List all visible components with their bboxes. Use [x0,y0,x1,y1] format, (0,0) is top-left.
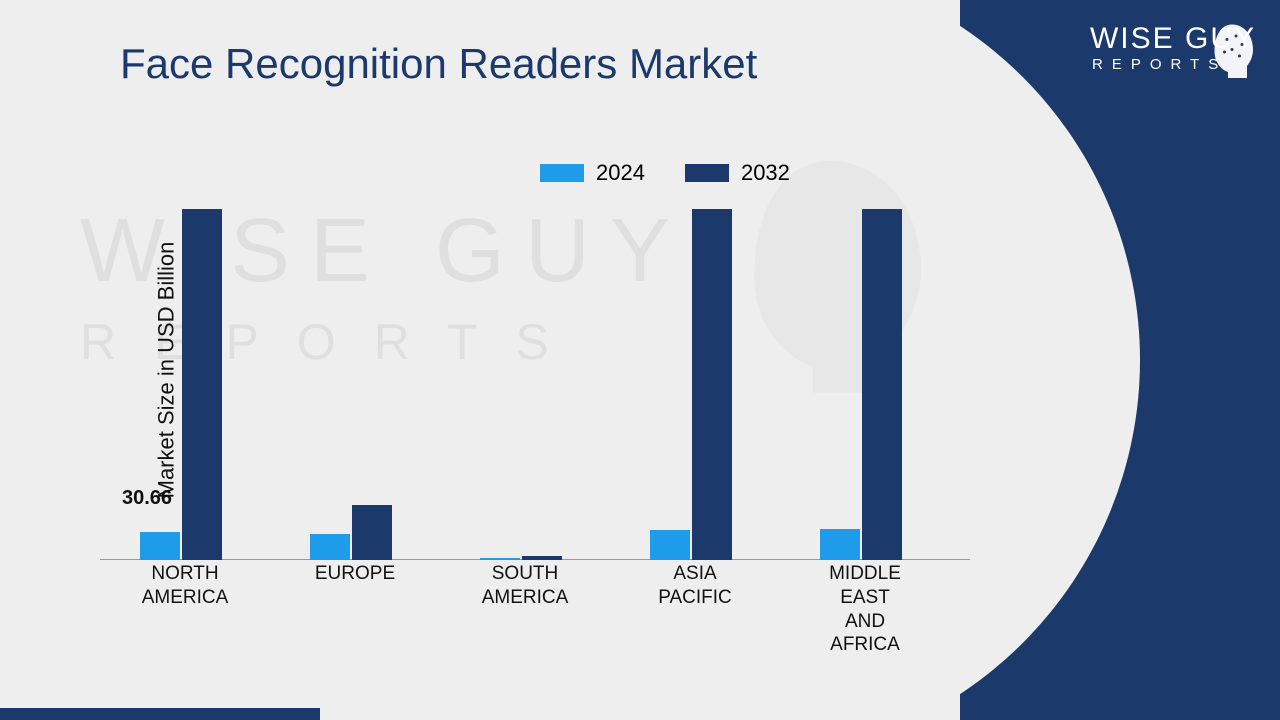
brand-panel [960,0,1280,720]
x-axis-category: NORTH AMERICA [120,562,250,610]
bar-value-label: 30.66 [122,487,172,510]
bar-2032 [862,209,902,561]
x-axis-category: EUROPE [290,562,420,586]
legend-item-2024: 2024 [540,160,645,186]
page-root: WISE GUY REPORTS WISE GUY REPORTS Face R… [0,0,1280,720]
legend-swatch-2024 [540,164,584,182]
legend-label-2032: 2032 [741,160,790,186]
bar-2024 [310,534,350,560]
brand-head-icon [1202,22,1262,82]
bar-2032 [692,209,732,561]
legend-item-2032: 2032 [685,160,790,186]
bar-2032 [352,505,392,561]
bar-2032 [182,209,222,561]
x-axis-category: ASIA PACIFIC [630,562,760,610]
bar-2032 [522,556,562,560]
bar-chart: 30.66 [100,190,970,560]
chart-title: Face Recognition Readers Market [120,40,757,88]
legend-label-2024: 2024 [596,160,645,186]
x-axis-category: MIDDLE EAST AND AFRICA [800,562,930,657]
footer-accent-bar [0,708,320,720]
bar-2024 [480,558,520,560]
bar-2024 [140,532,180,560]
bar-2024 [650,530,690,560]
x-axis-category: SOUTH AMERICA [460,562,590,610]
brand-logo: WISE GUY REPORTS [1090,22,1256,73]
legend: 2024 2032 [540,160,790,186]
bar-2024 [820,529,860,560]
legend-swatch-2032 [685,164,729,182]
